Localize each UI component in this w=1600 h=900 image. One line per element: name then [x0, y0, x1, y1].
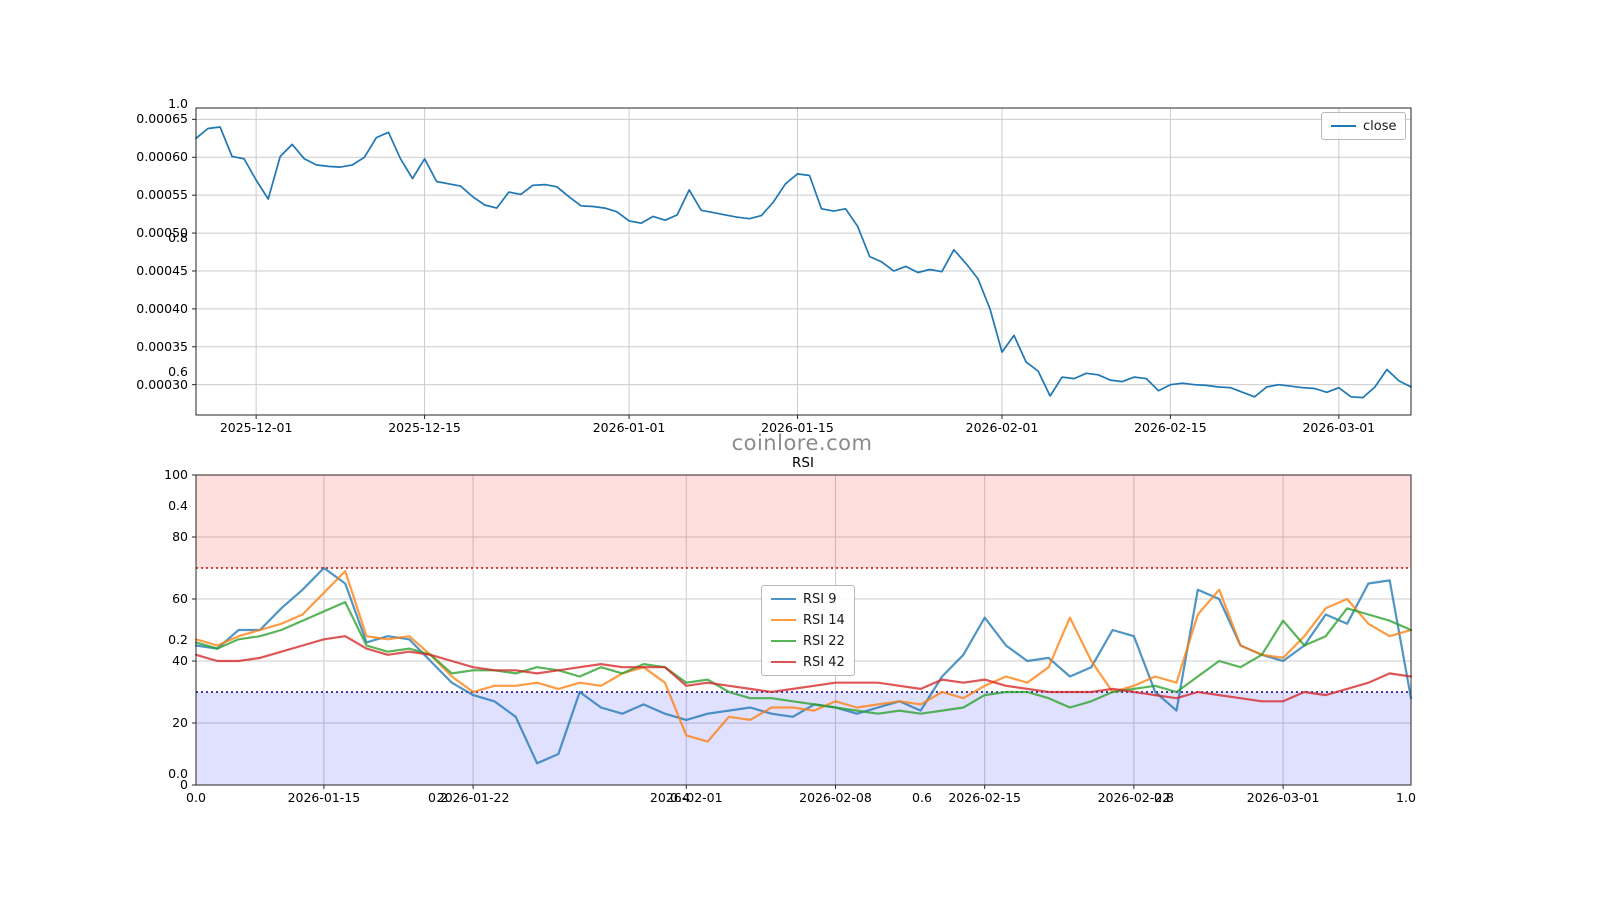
y-tick-label: 0.00045 [136, 262, 188, 278]
legend-entry: RSI 22 [771, 632, 845, 650]
x-tick-label: 2026-02-15 [948, 790, 1021, 805]
y-tick-label: 0 [180, 776, 188, 792]
y-tick-label: 80 [172, 528, 188, 544]
legend-entry: RSI 14 [771, 611, 845, 629]
y-tick-label: 20 [172, 714, 188, 730]
overlay-x-label: 0.6 [912, 790, 932, 805]
x-tick-label: 2026-03-01 [1302, 420, 1376, 435]
y-tick-label: 0.00060 [136, 149, 188, 165]
legend-label: RSI 14 [803, 612, 845, 628]
axes-spine [195, 474, 1412, 786]
y-tick-label: 0.00035 [136, 338, 188, 354]
legend-line-sample [1331, 125, 1356, 127]
legend-label: RSI 9 [803, 591, 837, 607]
y-tick-label: 100 [164, 466, 188, 482]
x-tick-label: 2026-01-01 [592, 420, 666, 435]
legend-entry: close [1331, 117, 1396, 135]
x-tick-label: 2026-01-22 [436, 790, 510, 805]
legend-line-sample [771, 640, 796, 642]
overlay-y-label: 0.8 [168, 229, 188, 245]
legend-line-sample [771, 661, 796, 663]
y-tick-label: 0.00030 [136, 376, 188, 392]
overlay-x-label: 1.0 [1396, 790, 1416, 805]
legend-entry: RSI 42 [771, 653, 845, 671]
rsi-subplot-title: RSI [792, 455, 814, 471]
x-tick-label: 2026-01-15 [287, 790, 361, 805]
rsi-42-line [194, 635, 1413, 703]
x-tick-label: 2026-03-01 [1246, 790, 1320, 805]
x-tick-label: 2026-02-01 [965, 420, 1039, 435]
overlay-y-label: 0.0 [168, 765, 188, 781]
x-tick-label: 2025-12-15 [388, 420, 461, 435]
band-overbought [196, 475, 1411, 568]
x-tick-label: 2025-12-01 [219, 420, 293, 435]
legend-line-sample [771, 598, 796, 600]
x-tick-label: 2026-02-22 [1097, 790, 1171, 805]
y-tick-label: 0.00055 [136, 186, 188, 202]
legend-label: RSI 42 [803, 654, 845, 670]
overlay-x-label: 0.8 [1154, 790, 1174, 805]
rsi-22-line [194, 600, 1413, 715]
overlay-x-label: 0.4 [670, 790, 690, 805]
watermark: coinlore.com [731, 431, 873, 455]
legend-label: RSI 22 [803, 633, 845, 649]
overlay-x-label: 0.2 [428, 790, 448, 805]
x-tick-label: 2026-01-15 [761, 420, 834, 435]
x-tick-label: 2026-02-15 [1134, 420, 1207, 435]
legend-entry: RSI 9 [771, 590, 845, 608]
y-tick-label: 0.00050 [136, 224, 188, 240]
legend: close [1321, 112, 1407, 140]
x-tick-label: 2026-02-01 [649, 790, 723, 805]
y-tick-label: 0.00040 [136, 300, 188, 316]
x-tick-label: 2026-02-08 [799, 790, 872, 805]
band-oversold [196, 692, 1411, 785]
y-tick-label: 0.00065 [136, 111, 188, 127]
overlay-y-label: 0.6 [168, 363, 188, 379]
overlay-y-label: 0.2 [168, 631, 188, 647]
overlay-y-label: 1.0 [168, 95, 188, 111]
axes-spine [195, 107, 1412, 416]
y-tick-label: 60 [172, 590, 188, 606]
legend: RSI 9 RSI 14 RSI 22 RSI 42 [761, 585, 855, 676]
y-tick-label: 40 [172, 652, 188, 668]
close-line [195, 126, 1412, 399]
rsi-14-line [194, 569, 1413, 743]
legend-label: close [1363, 118, 1397, 134]
overlay-x-label: 0.0 [186, 790, 206, 805]
overlay-y-label: 0.4 [168, 497, 188, 513]
legend-line-sample [771, 619, 796, 621]
